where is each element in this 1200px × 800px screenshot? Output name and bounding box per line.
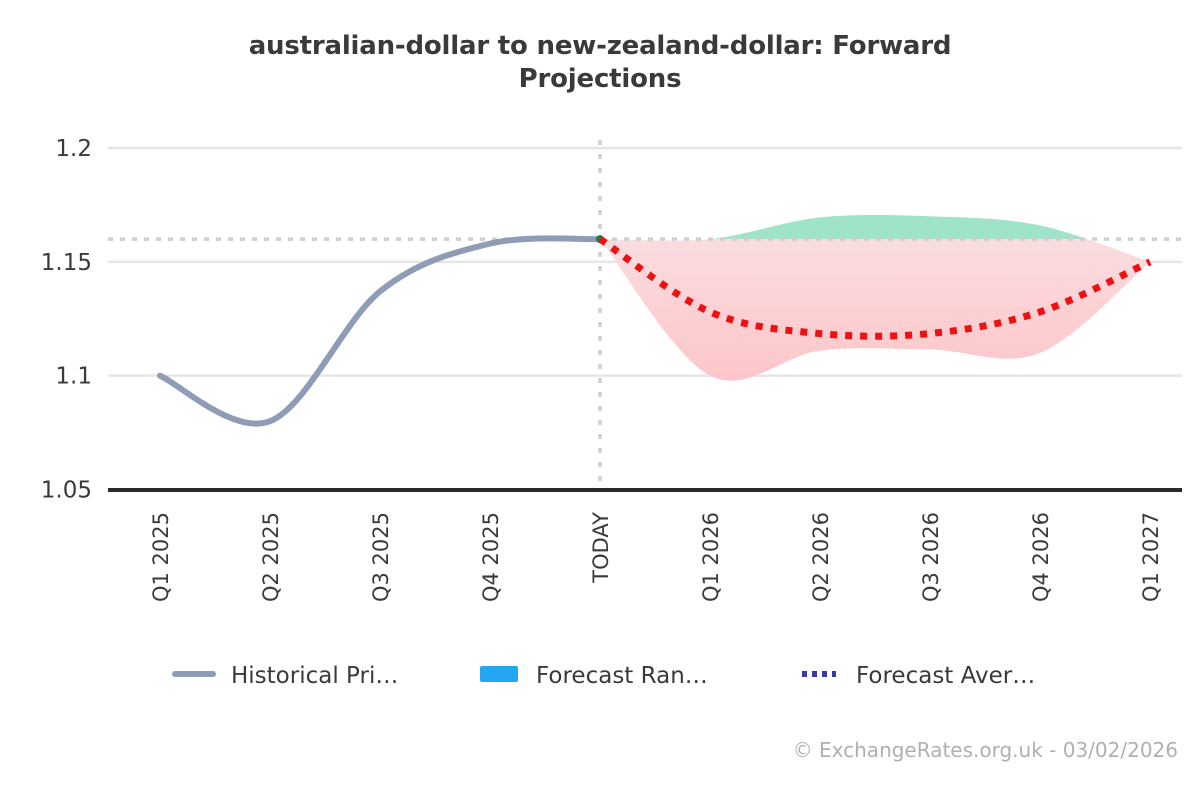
x-axis-tick-label: Q2 2026 (809, 512, 833, 602)
y-axis-tick-labels: 1.2 1.15 1.1 1.05 (41, 136, 92, 504)
legend-label: Forecast Ran… (536, 663, 708, 689)
x-axis-tick-label: Q3 2025 (369, 512, 393, 602)
historical-price-line (157, 235, 603, 427)
y-axis-tick-label: 1.05 (41, 478, 92, 504)
x-axis-tick-label: Q2 2025 (259, 512, 283, 602)
chart-title-line-2: Projections (518, 64, 682, 95)
legend-label: Forecast Aver… (856, 663, 1035, 689)
legend-label: Historical Pri… (231, 663, 398, 689)
chart-legend: Historical Pri… Forecast Ran… Forecast Ave… (172, 663, 1035, 689)
y-axis-tick-label: 1.15 (41, 250, 92, 276)
x-axis-tick-label: Q4 2026 (1029, 512, 1053, 602)
forecast-range-upper-band (714, 214, 1085, 240)
x-axis-tick-label: TODAY (589, 512, 613, 584)
chart-title-line-1: australian-dollar to new-zealand-dollar:… (248, 31, 952, 61)
x-axis-tick-label: Q4 2025 (479, 512, 503, 602)
legend-item[interactable]: Forecast Aver… (802, 663, 1035, 689)
forecast-average-line (598, 236, 1152, 340)
y-axis-tick-label: 1.1 (55, 364, 92, 390)
forecast-range-lower-band (600, 239, 1150, 381)
x-axis-tick-label: Q3 2026 (919, 512, 943, 602)
x-axis-tick-label: Q1 2027 (1139, 512, 1163, 602)
legend-item[interactable]: Forecast Ran… (480, 663, 708, 689)
y-axis-tick-label: 1.2 (55, 136, 92, 162)
copyright-footer: © ExchangeRates.org.uk - 03/02/2026 (792, 738, 1178, 762)
page-title: australian-dollar to new-zealand-dollar:… (100, 30, 1100, 97)
legend-swatch-marker (480, 666, 518, 682)
legend-item[interactable]: Historical Pri… (172, 663, 398, 689)
x-axis-tick-labels: Q1 2025 Q2 2025 Q3 2025 Q4 2025 TODAY Q1 2026… (149, 512, 1163, 602)
x-axis-tick-label: Q1 2026 (699, 512, 723, 602)
x-axis-tick-label: Q1 2025 (149, 512, 173, 602)
